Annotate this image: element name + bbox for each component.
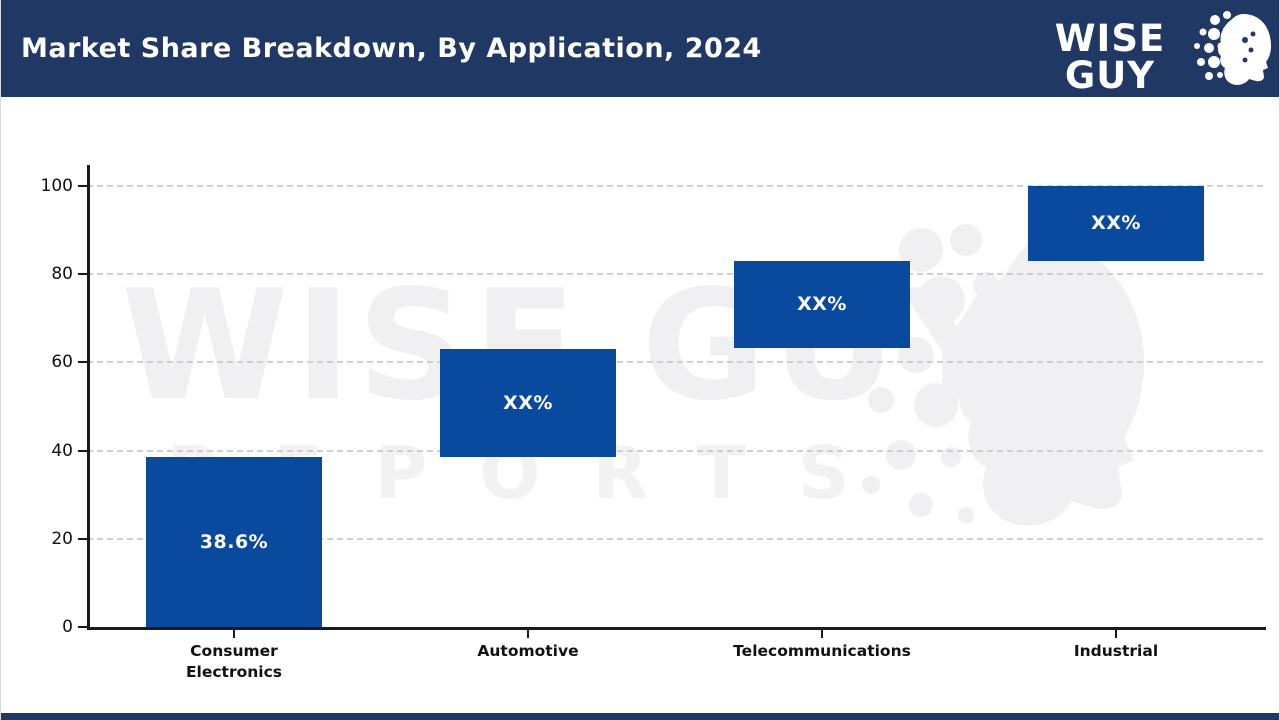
page-title: Market Share Breakdown, By Application, … [21, 33, 762, 64]
y-tick-label: 20 [51, 528, 73, 549]
bar: XX% [440, 349, 616, 457]
logo-face-icon [1194, 11, 1271, 85]
header: Market Share Breakdown, By Application, … [1, 0, 1279, 127]
x-axis [87, 627, 1266, 630]
y-tick-label: 60 [51, 352, 73, 373]
x-tick-label: Consumer Electronics [185, 642, 283, 681]
x-tick-mark [821, 629, 823, 638]
logo-text: WISE GUY R E P O R T S [1015, 20, 1205, 127]
gridline [87, 449, 1263, 452]
gridline [87, 273, 1263, 276]
x-tick-label: Telecommunications [733, 642, 911, 660]
x-tick-mark [1115, 629, 1117, 638]
wiseguy-logo: WISE GUY R E P O R T S [1015, 6, 1271, 127]
y-tick-mark [78, 185, 87, 187]
logo-wordmark: WISE GUY [1054, 17, 1166, 97]
y-tick-mark [78, 361, 87, 364]
x-tick-label: Automotive [477, 642, 579, 660]
y-tick-mark [78, 273, 87, 276]
footer-bar [1, 713, 1279, 720]
y-tick-label: 80 [51, 264, 73, 285]
y-tick-label: 40 [51, 440, 73, 461]
bar-value-label: 38.6% [199, 530, 269, 553]
bar-value-label: XX% [1091, 212, 1141, 235]
x-tick-mark [233, 629, 235, 638]
bar: 38.6% [146, 456, 322, 627]
bar: XX% [1028, 186, 1204, 261]
gridline [87, 537, 1263, 540]
y-tick-mark [78, 449, 87, 452]
gridline [87, 185, 1263, 187]
y-tick-label: 100 [40, 176, 73, 196]
bar-value-label: XX% [503, 391, 553, 414]
x-tick-label: Industrial [1073, 642, 1159, 660]
x-tick-mark [527, 629, 529, 638]
bar: XX% [734, 260, 910, 348]
bar-value-label: XX% [797, 293, 847, 316]
gridline [87, 361, 1263, 364]
y-tick-mark [78, 537, 87, 540]
y-axis [87, 165, 90, 630]
logo-subtitle: R E P O R T S [1027, 97, 1199, 127]
y-tick-label: 0 [62, 617, 73, 637]
y-tick-mark [78, 626, 87, 628]
